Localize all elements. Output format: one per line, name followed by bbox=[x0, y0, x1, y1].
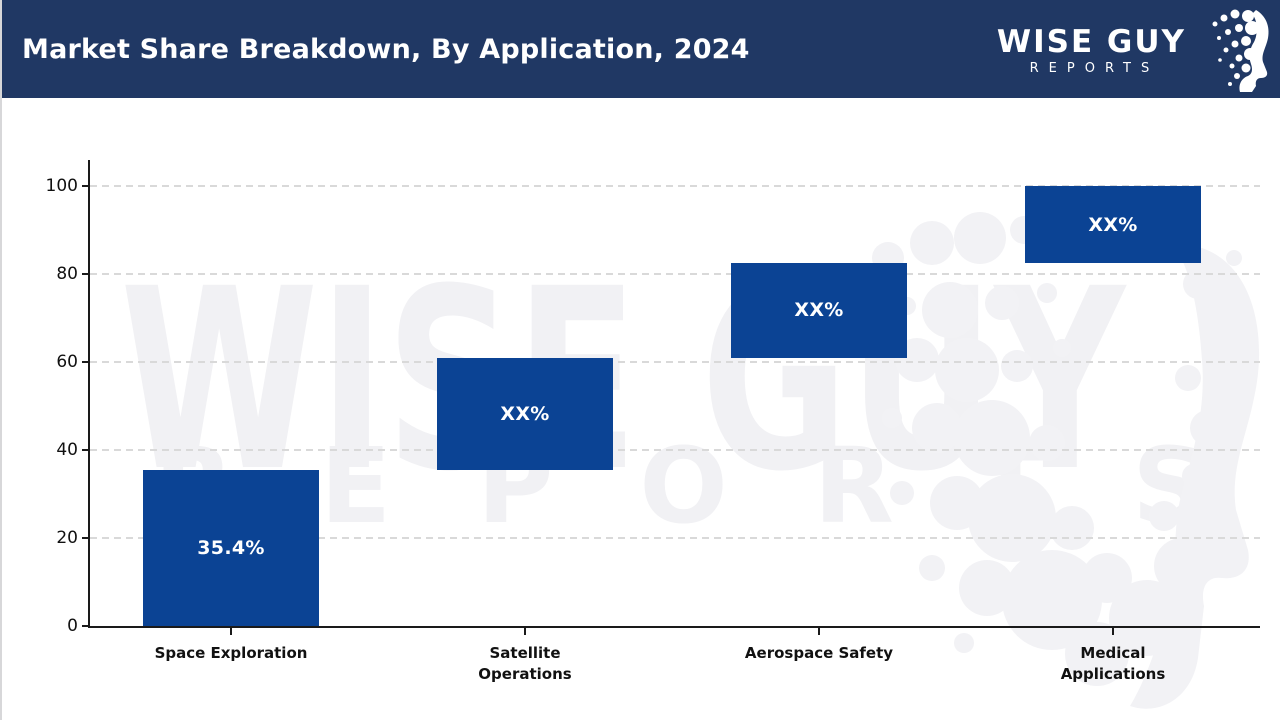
x-axis-line bbox=[88, 626, 1260, 628]
x-tick-3 bbox=[818, 628, 820, 635]
y-tick-label-40: 40 bbox=[56, 440, 78, 460]
bar-segment-3: XX% bbox=[731, 263, 907, 358]
wise-guy-logo: WISE GUY REPORTS bbox=[997, 8, 1270, 92]
category-label: Space Exploration bbox=[154, 644, 308, 662]
watermark-wordmark: WISE GUY bbox=[120, 235, 1126, 526]
dotted-face-profile-icon bbox=[1212, 9, 1269, 92]
chart-area: WISE GUY REPORTS bbox=[2, 98, 1280, 720]
gridline-20 bbox=[90, 537, 1260, 539]
header: Market Share Breakdown, By Application, … bbox=[2, 0, 1280, 98]
bar-segment-2: XX% bbox=[437, 357, 613, 471]
y-tick-60 bbox=[82, 361, 89, 363]
y-tick-0 bbox=[82, 625, 89, 627]
bar-value-label: XX% bbox=[500, 402, 550, 425]
y-axis-line bbox=[88, 160, 90, 628]
category-label: Satellite Operations bbox=[478, 644, 572, 683]
gridline-60 bbox=[90, 361, 1260, 363]
category-label: Aerospace Safety bbox=[744, 644, 894, 662]
category-label: Medical Applications bbox=[1060, 644, 1166, 683]
y-tick-label-60: 60 bbox=[56, 352, 78, 372]
y-tick-label-100: 100 bbox=[45, 176, 78, 196]
gridline-80 bbox=[90, 273, 1260, 275]
bar-value-label: XX% bbox=[794, 299, 844, 322]
logo-text: WISE GUY REPORTS bbox=[997, 24, 1186, 76]
y-tick-label-20: 20 bbox=[56, 528, 78, 548]
x-tick-4 bbox=[1112, 628, 1114, 635]
logo-wordmark: WISE GUY bbox=[996, 24, 1186, 60]
bar-segment-1: 35.4% bbox=[143, 470, 319, 626]
page-title: Market Share Breakdown, By Application, … bbox=[22, 33, 750, 65]
x-tick-2 bbox=[524, 628, 526, 635]
bar-value-label: 35.4% bbox=[197, 537, 265, 560]
y-tick-20 bbox=[82, 537, 89, 539]
gridline-100 bbox=[90, 185, 1260, 187]
x-tick-1 bbox=[230, 628, 232, 635]
y-tick-80 bbox=[82, 273, 89, 275]
y-tick-label-0: 0 bbox=[67, 616, 78, 636]
y-tick-40 bbox=[82, 449, 89, 451]
y-tick-100 bbox=[82, 185, 89, 187]
gridline-40 bbox=[90, 449, 1260, 451]
logo-subtitle: REPORTS bbox=[1029, 61, 1160, 76]
bar-value-label: XX% bbox=[1088, 213, 1138, 236]
bar-segment-4: XX% bbox=[1025, 186, 1201, 263]
y-tick-label-80: 80 bbox=[56, 264, 78, 284]
